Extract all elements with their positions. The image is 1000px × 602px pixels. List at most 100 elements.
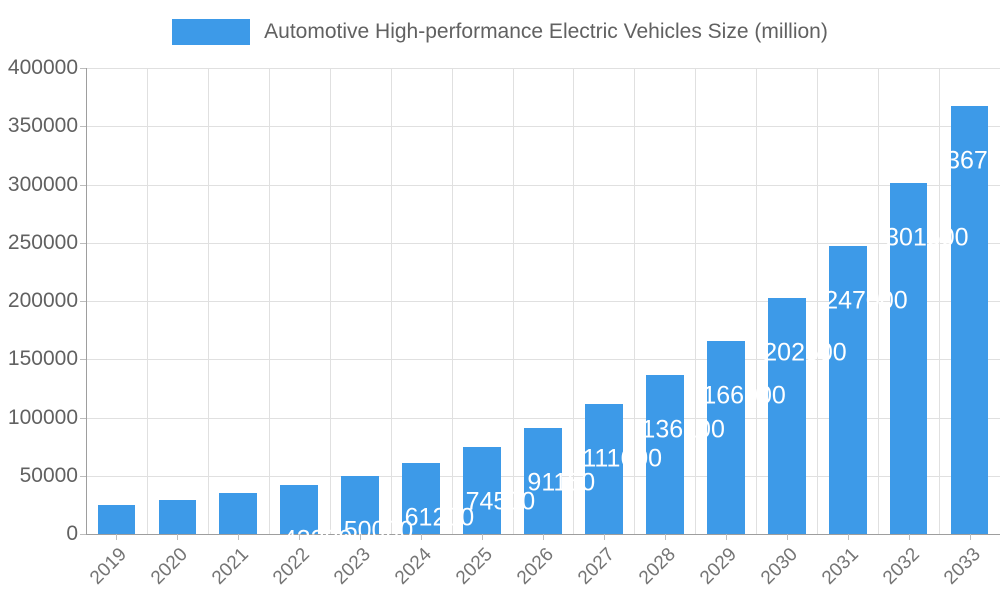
x-tick-mark xyxy=(360,534,361,540)
gridline-horizontal xyxy=(86,126,1000,128)
x-axis-tick-label: 2029 xyxy=(695,544,741,589)
gridline-vertical xyxy=(208,68,209,534)
y-axis-tick-label: 250000 xyxy=(7,230,78,254)
bar[interactable] xyxy=(463,447,501,534)
gridline-vertical xyxy=(695,68,696,534)
gridline-vertical xyxy=(452,68,453,534)
x-axis-tick-label: 2033 xyxy=(939,544,985,589)
y-tick-mark xyxy=(80,534,86,535)
bar[interactable] xyxy=(280,484,319,534)
x-axis-tick-label: 2019 xyxy=(86,544,132,589)
y-axis-tick-label: 150000 xyxy=(7,347,78,371)
gridline-vertical xyxy=(391,68,392,534)
y-tick-mark xyxy=(80,68,86,69)
bar[interactable] xyxy=(828,246,867,534)
gridline-vertical xyxy=(147,68,148,534)
y-axis-tick-label: 0 xyxy=(66,522,78,545)
bar[interactable] xyxy=(97,505,136,534)
gridline-horizontal xyxy=(86,417,1000,419)
bar-value-label: 166000 xyxy=(702,381,786,410)
bar[interactable] xyxy=(706,340,745,534)
x-axis-tick-label: 2026 xyxy=(513,544,558,589)
gridline-vertical xyxy=(756,68,757,534)
x-axis-tick-label: 2027 xyxy=(574,544,619,589)
x-tick-mark xyxy=(177,534,178,540)
x-axis-tick-label: 2021 xyxy=(208,544,254,589)
gridline-horizontal xyxy=(86,68,1000,69)
bar-value-label: 367800 xyxy=(946,146,1000,174)
y-tick-mark xyxy=(80,475,86,477)
x-tick-mark xyxy=(116,534,117,540)
x-axis-tick-label: 2032 xyxy=(878,544,924,589)
x-axis-tick-label: 2028 xyxy=(634,544,680,589)
y-tick-mark xyxy=(80,417,86,419)
legend-color-swatch[interactable] xyxy=(172,19,251,45)
x-tick-mark xyxy=(848,534,849,540)
bar[interactable] xyxy=(645,375,684,534)
x-tick-mark xyxy=(787,534,788,540)
gridline-horizontal xyxy=(86,301,1000,302)
bar[interactable] xyxy=(524,427,562,534)
legend-label[interactable]: Automotive High-performance Electric Veh… xyxy=(264,20,828,43)
y-axis-tick-label: 400000 xyxy=(7,56,78,79)
x-axis: 2019 2020 2021 2022 2023 2024 2025 2026 2027 2028… xyxy=(86,534,1000,600)
x-tick-mark xyxy=(665,534,666,540)
x-axis-tick-label: 2025 xyxy=(452,544,497,589)
bar-value-label: 61200 xyxy=(404,503,475,532)
y-axis-tick-label: 300000 xyxy=(7,172,78,196)
bar[interactable] xyxy=(767,298,806,534)
bar[interactable] xyxy=(158,499,197,534)
bar-value-label: 136100 xyxy=(641,415,725,444)
x-tick-mark xyxy=(970,534,971,540)
bar[interactable] xyxy=(402,462,440,534)
gridline-horizontal xyxy=(86,242,1000,244)
y-axis-line xyxy=(86,68,87,534)
x-axis-tick-label: 2031 xyxy=(817,544,863,589)
bar[interactable] xyxy=(341,475,380,534)
y-axis-tick-label: 100000 xyxy=(7,405,78,429)
x-tick-mark xyxy=(299,534,300,540)
gridline-vertical xyxy=(330,68,331,534)
gridline-vertical xyxy=(939,68,940,534)
x-axis-tick-label: 2030 xyxy=(756,544,802,589)
gridline-vertical xyxy=(817,68,818,534)
x-tick-mark xyxy=(604,534,605,540)
bar-value-label: 74500 xyxy=(465,487,536,516)
bar-value-label: 301500 xyxy=(885,223,969,252)
x-tick-mark xyxy=(726,534,727,540)
y-tick-mark xyxy=(80,126,86,128)
gridline-vertical xyxy=(634,68,635,534)
bar[interactable] xyxy=(585,404,623,534)
gridline-horizontal xyxy=(86,359,1000,361)
y-tick-mark xyxy=(80,359,86,361)
gridline-vertical xyxy=(513,68,514,534)
gridline-vertical xyxy=(573,68,574,534)
bar-value-label: 247000 xyxy=(824,286,908,315)
x-tick-mark xyxy=(909,534,910,540)
x-tick-mark xyxy=(421,534,422,540)
bar[interactable] xyxy=(950,105,989,534)
chart-legend: Automotive High-performance Electric Veh… xyxy=(0,14,1000,50)
x-axis-tick-label: 2020 xyxy=(147,544,193,589)
x-axis-tick-label: 2024 xyxy=(391,544,436,589)
y-axis-tick-label: 350000 xyxy=(7,114,78,138)
gridline-vertical xyxy=(269,68,270,534)
gridline-vertical xyxy=(878,68,879,534)
x-tick-mark xyxy=(482,534,483,540)
data-labels-container: 24500 29500 35500 42200 50000 61200 74500 91150… xyxy=(86,68,1000,574)
y-tick-mark xyxy=(80,184,86,186)
y-tick-mark xyxy=(80,242,86,244)
y-axis-tick-label: 50000 xyxy=(19,463,78,487)
bar-value-label: 202500 xyxy=(763,338,847,367)
x-axis-tick-label: 2022 xyxy=(269,544,315,589)
y-tick-mark xyxy=(80,301,86,302)
bars-container xyxy=(86,68,1000,534)
bar-value-label: 111600 xyxy=(582,444,663,473)
y-axis-tick-label: 200000 xyxy=(7,289,78,312)
bar[interactable] xyxy=(889,182,928,534)
x-axis-tick-label: 2023 xyxy=(330,544,376,589)
bar-value-label: 91150 xyxy=(527,468,596,497)
bar[interactable] xyxy=(219,492,258,534)
plot-area: 24500 29500 35500 42200 50000 61200 74500 91150… xyxy=(80,68,1000,574)
